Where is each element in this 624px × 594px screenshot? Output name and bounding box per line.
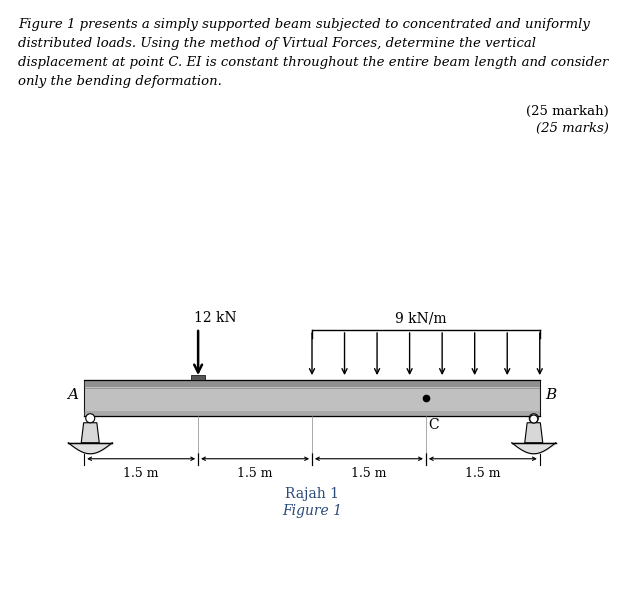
Text: (25 marks): (25 marks) xyxy=(536,122,609,135)
Text: A: A xyxy=(67,388,78,402)
Polygon shape xyxy=(525,423,543,443)
Text: 1.5 m: 1.5 m xyxy=(351,467,387,480)
Text: C: C xyxy=(428,418,439,432)
Text: Rajah 1: Rajah 1 xyxy=(285,486,339,501)
Text: B: B xyxy=(545,388,556,402)
Text: 9 kN/m: 9 kN/m xyxy=(395,312,447,326)
Text: 1.5 m: 1.5 m xyxy=(465,467,500,480)
Text: Figure 1: Figure 1 xyxy=(282,504,342,518)
Circle shape xyxy=(85,414,95,423)
Text: displacement at point C. EI is constant throughout the entire beam length and co: displacement at point C. EI is constant … xyxy=(18,56,608,69)
Polygon shape xyxy=(81,423,99,443)
Text: Figure 1 presents a simply supported beam subjected to concentrated and uniforml: Figure 1 presents a simply supported bea… xyxy=(18,18,590,31)
Text: distributed loads. Using the method of Virtual Forces, determine the vertical: distributed loads. Using the method of V… xyxy=(18,37,536,50)
Bar xyxy=(84,380,540,416)
Circle shape xyxy=(529,414,539,423)
Text: only the bending deformation.: only the bending deformation. xyxy=(18,75,222,88)
Text: 1.5 m: 1.5 m xyxy=(124,467,159,480)
Text: 1.5 m: 1.5 m xyxy=(237,467,273,480)
Circle shape xyxy=(530,415,538,423)
Bar xyxy=(84,380,540,387)
Text: 12 kN: 12 kN xyxy=(194,311,236,325)
Text: (25 markah): (25 markah) xyxy=(526,105,609,118)
Bar xyxy=(191,375,205,380)
Bar xyxy=(84,411,540,416)
